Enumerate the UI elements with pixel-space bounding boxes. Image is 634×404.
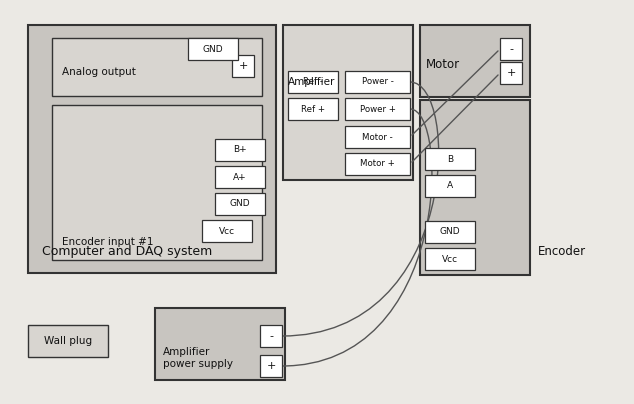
Bar	[260, 355, 282, 377]
Text: GND: GND	[203, 44, 223, 53]
Text: A: A	[447, 181, 453, 191]
Text: Motor +: Motor +	[360, 160, 395, 168]
Text: -: -	[509, 44, 513, 54]
Text: Encoder input #1: Encoder input #1	[62, 237, 153, 247]
Bar	[260, 325, 282, 347]
Bar	[425, 175, 475, 197]
Text: A+: A+	[233, 173, 247, 181]
Text: +: +	[266, 361, 276, 371]
Bar	[345, 153, 410, 175]
Text: +: +	[238, 61, 248, 71]
Bar	[215, 139, 265, 161]
Bar	[232, 55, 254, 77]
Bar	[500, 62, 522, 84]
Bar	[420, 25, 530, 97]
Text: B: B	[447, 154, 453, 164]
Text: GND: GND	[440, 227, 460, 236]
Bar	[425, 148, 475, 170]
Bar	[215, 166, 265, 188]
Text: Amplifier: Amplifier	[288, 77, 335, 87]
Text: Analog output: Analog output	[62, 67, 136, 77]
Text: Vcc: Vcc	[219, 227, 235, 236]
Text: Motor -: Motor -	[362, 133, 393, 141]
Text: Vcc: Vcc	[442, 255, 458, 263]
Text: Encoder: Encoder	[538, 245, 586, 258]
Bar	[345, 126, 410, 148]
Text: Power +: Power +	[359, 105, 396, 114]
Text: B+: B+	[233, 145, 247, 154]
Bar	[283, 25, 413, 180]
Text: Wall plug: Wall plug	[44, 336, 92, 346]
Bar	[288, 71, 338, 93]
Bar	[345, 71, 410, 93]
Text: -: -	[269, 331, 273, 341]
Text: Ref +: Ref +	[301, 105, 325, 114]
Text: Ref -: Ref -	[303, 78, 323, 86]
Bar	[500, 38, 522, 60]
Bar	[188, 38, 238, 60]
Text: Motor: Motor	[426, 59, 460, 72]
Text: GND: GND	[230, 200, 250, 208]
Bar	[215, 193, 265, 215]
Bar	[345, 98, 410, 120]
Bar	[202, 220, 252, 242]
Text: Amplifier
power supply: Amplifier power supply	[163, 347, 233, 369]
Bar	[52, 38, 262, 96]
Bar	[425, 221, 475, 243]
Text: Power -: Power -	[361, 78, 394, 86]
Bar	[288, 98, 338, 120]
Bar	[420, 100, 530, 275]
Bar	[28, 325, 108, 357]
Bar	[28, 25, 276, 273]
Text: +: +	[507, 68, 515, 78]
Bar	[425, 248, 475, 270]
Text: Computer and DAQ system: Computer and DAQ system	[42, 245, 212, 258]
Bar	[52, 105, 262, 260]
Bar	[155, 308, 285, 380]
